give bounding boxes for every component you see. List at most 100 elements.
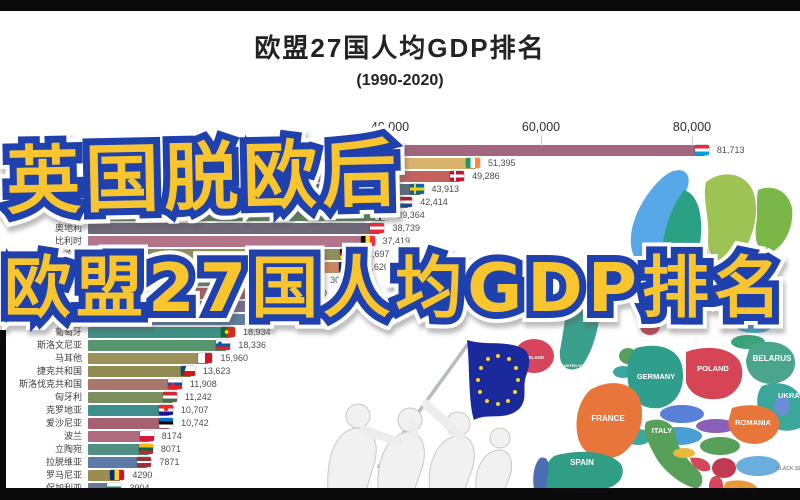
- country-label: 德国: [63, 248, 82, 259]
- axis-tick-mark: [692, 136, 693, 146]
- value-label: 11,242: [184, 391, 212, 402]
- map-serbia: [712, 458, 736, 478]
- chart-row-lt: 立陶宛 8071: [0, 443, 800, 455]
- country-label: 丹麦: [63, 170, 82, 181]
- flag-ro-icon: [110, 470, 125, 480]
- eu-flag-figurines-illustration: [327, 340, 530, 491]
- map-slovakia: [696, 419, 736, 433]
- country-label: 保加利亚: [0, 483, 82, 494]
- flag-se-icon: [409, 184, 424, 194]
- value-label: 10,742: [181, 417, 209, 428]
- value-bar: [88, 443, 149, 455]
- axis-tick-label: 60,000: [521, 120, 561, 134]
- europe-map: IRELAND UNITED KINGDOM GERMANY POLAND BE…: [514, 170, 800, 490]
- eu-flag-stars: [476, 354, 520, 406]
- map-bulgaria: [736, 456, 780, 476]
- map-hungary: [700, 437, 740, 455]
- map-poland: [686, 347, 743, 400]
- flag-hu-icon: [162, 392, 177, 402]
- page-title: 欧盟27国人均GDP排名: [254, 33, 546, 63]
- country-label: 比利时: [54, 235, 82, 246]
- country-label: 瑞典: [63, 183, 82, 194]
- value-label: 8071: [160, 443, 181, 454]
- chart-row-ie: 爱尔兰 51,395: [0, 157, 800, 169]
- map-label-italy: ITALY: [652, 426, 672, 435]
- chart-row-sk: 斯洛伐克共和国 11,908: [0, 378, 800, 390]
- value-bar: [88, 469, 121, 481]
- value-bar: [88, 287, 288, 299]
- value-label: 10,707: [180, 404, 209, 415]
- value-bar: [88, 313, 259, 325]
- axis-tick-label: 40,000: [370, 120, 410, 134]
- country-label: 斯洛文尼亚: [36, 339, 82, 350]
- country-label: 爱尔兰: [54, 157, 82, 168]
- country-label: 荷兰: [63, 196, 82, 207]
- map-germany: [627, 345, 684, 409]
- value-label: 34,697: [361, 248, 390, 259]
- letterbox-top-bar: [0, 0, 800, 11]
- flag-si-icon: [216, 340, 231, 350]
- map-label-poland: POLAND: [697, 364, 729, 373]
- flag-pt-icon: [220, 327, 235, 337]
- chart-row-si: 斯洛文尼亚 18,336: [0, 339, 800, 351]
- country-label: 法国: [63, 261, 82, 272]
- country-label: 捷克共和国: [36, 365, 82, 376]
- map-label-black-sea: BLACK SEA: [776, 466, 800, 472]
- value-label: 81,713: [716, 144, 745, 155]
- axis-tick-mark: [541, 136, 542, 146]
- flag-at-icon: [370, 223, 385, 233]
- flag-be-icon: [360, 236, 375, 246]
- value-bar: [88, 274, 319, 286]
- value-label: 37,419: [382, 235, 411, 246]
- country-label: 西班牙: [54, 287, 82, 298]
- map-label-belarus: BELARUS: [753, 354, 792, 363]
- overlay-line2-outline: 欧盟27国人均GDP排名: [0, 238, 792, 338]
- value-label: 30,479: [330, 274, 358, 285]
- letterbox-left-bar: [0, 330, 6, 500]
- chart-row-fi: 芬兰 39,364: [0, 209, 800, 221]
- map-norway: [630, 170, 689, 262]
- white-figurines: [327, 403, 512, 491]
- value-label: 49,286: [472, 170, 500, 181]
- value-label: 22,552: [270, 313, 298, 324]
- map-label-ukraine: UKRAINE: [778, 391, 800, 400]
- map-spain: [543, 451, 623, 490]
- value-bar: [88, 235, 371, 247]
- flag-lv-icon: [137, 457, 152, 467]
- value-bar: [88, 222, 381, 234]
- value-label: 42,414: [420, 196, 448, 207]
- map-france: [576, 383, 642, 459]
- country-label: 意大利: [54, 274, 82, 285]
- country-label: 罗马尼亚: [45, 469, 82, 480]
- map-sweden: [661, 190, 702, 286]
- eu-flag-icon: [467, 340, 530, 420]
- value-bar: [88, 300, 277, 312]
- map-label-germany: GERMANY: [637, 372, 675, 381]
- value-bar: [88, 378, 178, 390]
- axis-tick-mark: [390, 136, 391, 146]
- chart-row-fr: 法国 34,620: [0, 261, 800, 273]
- map-czechia: [660, 405, 704, 423]
- map-belarus: [746, 341, 796, 384]
- country-label: 卢森堡: [54, 144, 82, 155]
- map-label-france: FRANCE: [591, 414, 625, 423]
- flag-ee-icon: [159, 418, 174, 428]
- value-bar: [88, 365, 191, 377]
- flag-sk-icon: [167, 379, 182, 389]
- chart-row-ee: 爱沙尼亚 10,742: [0, 417, 800, 429]
- flag-mt-icon: [198, 353, 213, 363]
- map-label-ireland: IRELAND: [524, 355, 545, 360]
- value-label: 8174: [161, 430, 182, 441]
- flag-pl-icon: [139, 431, 154, 441]
- map-portugal: [533, 457, 549, 490]
- map-united-kingdom: [559, 294, 601, 370]
- flag-cz-icon: [180, 366, 195, 376]
- map-greece: [722, 480, 758, 490]
- country-label: 葡萄牙: [54, 326, 82, 337]
- map-moldova: [774, 396, 790, 416]
- country-label: 塞浦路斯: [45, 300, 82, 311]
- map-label-united-kingdom: UNITED KINGDOM: [562, 363, 598, 368]
- chart-row-cz: 捷克共和国 13,623: [0, 365, 800, 377]
- country-label: 爱沙尼亚: [45, 417, 82, 428]
